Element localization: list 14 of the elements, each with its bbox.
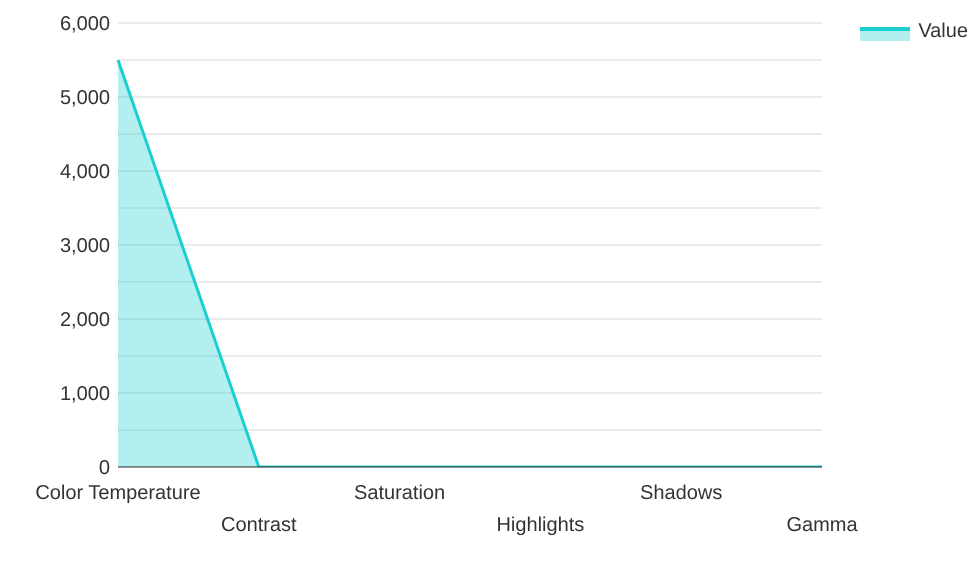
x-tick-label: Gamma [786,514,858,536]
y-tick-label: 3,000 [60,235,110,258]
y-tick-label: 0 [98,457,110,480]
x-tick-label: Color Temperature [35,482,201,504]
y-tick-label: 1,000 [60,383,110,406]
x-tick-label: Saturation [354,482,446,504]
y-tick-label: 6,000 [60,13,110,36]
x-tick-label: Highlights [496,514,584,536]
x-tick-label: Contrast [221,514,298,536]
y-tick-label: 4,000 [60,161,110,184]
y-tick-label: 5,000 [60,87,110,110]
x-tick-label: Shadows [640,482,722,504]
y-tick-label: 2,000 [60,309,110,332]
legend-label: Value [918,20,968,43]
